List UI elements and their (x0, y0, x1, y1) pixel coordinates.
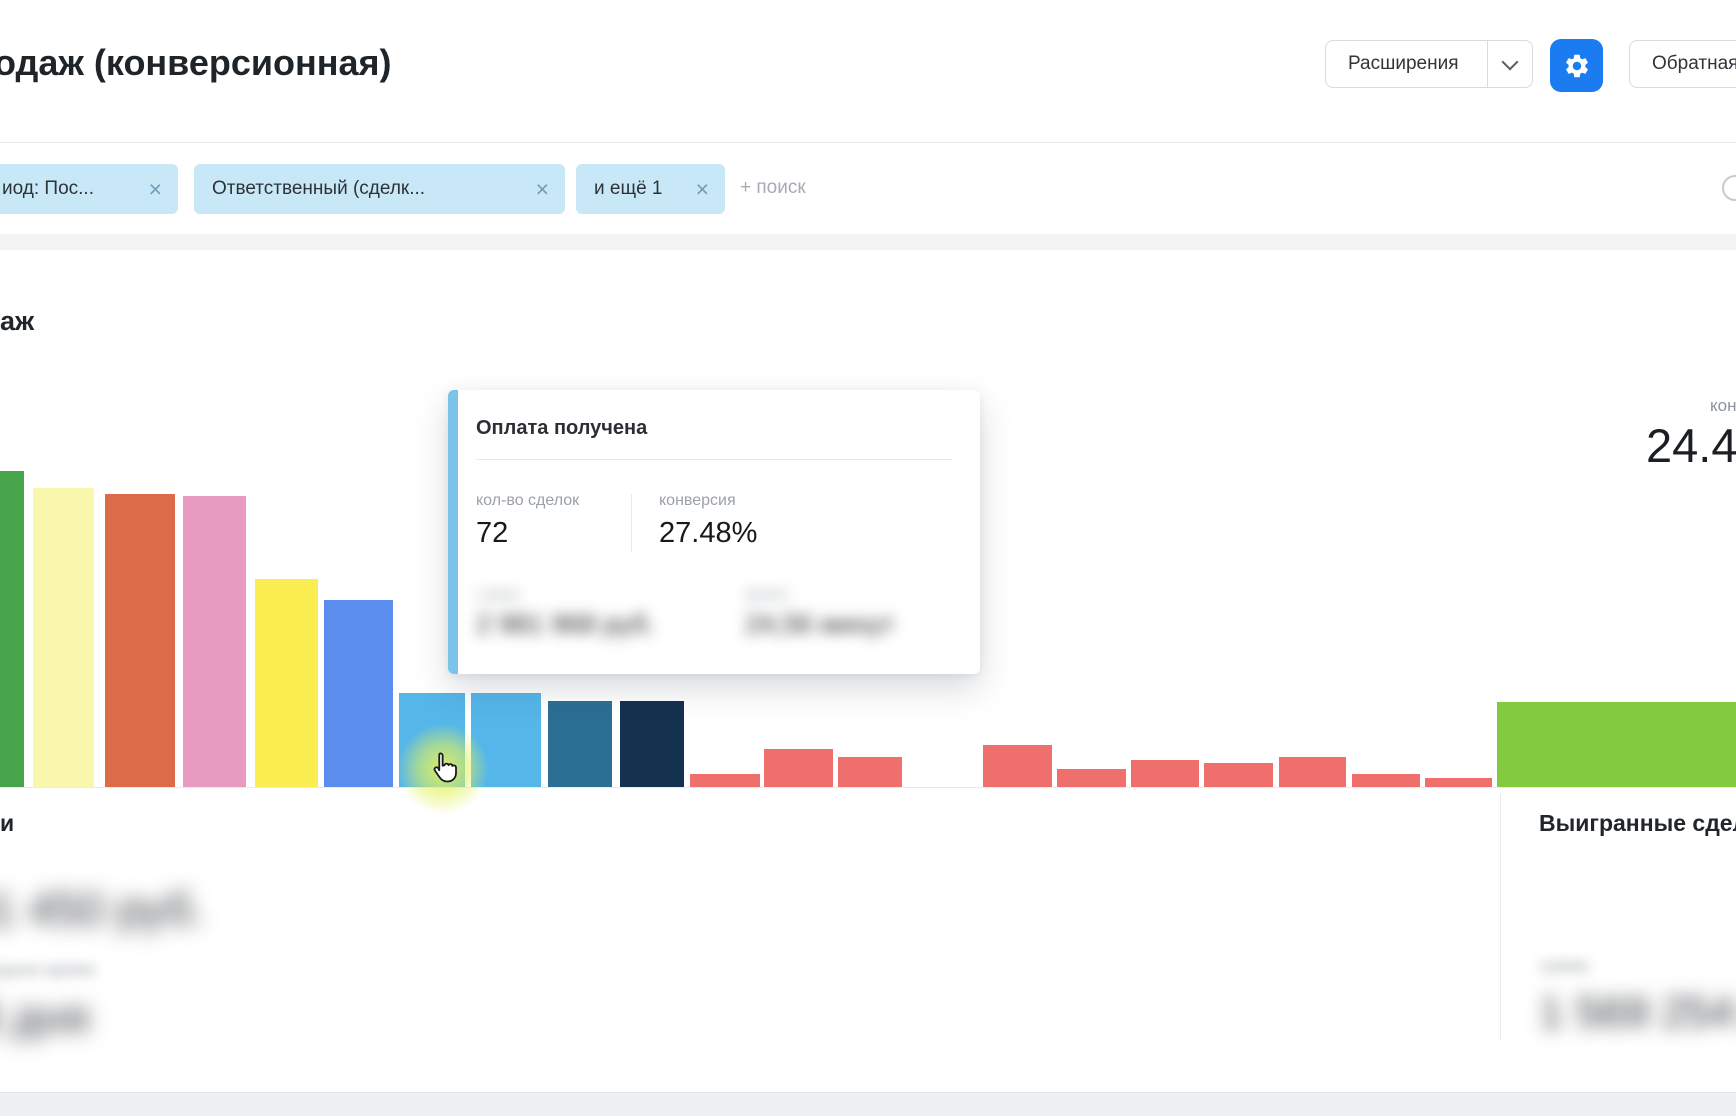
extensions-button[interactable]: Расширения (1325, 40, 1533, 88)
funnel-bar-20[interactable] (1497, 702, 1736, 787)
extensions-button-label: Расширения (1348, 53, 1459, 74)
funnel-bar-10[interactable] (690, 774, 760, 787)
tooltip-blurred-stat: сумма 2 981 968 руб. (476, 586, 655, 640)
tooltip-divider (476, 459, 952, 460)
funnel-bar-3[interactable] (183, 496, 246, 787)
chevron-down-icon (1501, 53, 1519, 70)
button-separator (1487, 41, 1488, 87)
summary-left-value-blurred: 2 381 450 руб. (0, 883, 206, 935)
funnel-bar-2[interactable] (105, 494, 175, 787)
summary-right-sublabel-blurred: сумма (1539, 956, 1589, 975)
summary-right-value-blurred: 1 569 254 руб. (1539, 988, 1736, 1037)
page-footer (0, 1092, 1736, 1116)
funnel-bar-16[interactable] (1204, 763, 1273, 787)
tooltip-blurred-label: сумма (476, 586, 520, 603)
filter-chip-label: иод: Пос... (2, 178, 94, 199)
page-title: одаж (конверсионная) (0, 42, 392, 83)
tooltip-stat-label: конверсия (659, 492, 736, 509)
funnel-bar-11[interactable] (764, 749, 833, 787)
page-header: одаж (конверсионная) Расширения Обратная… (0, 0, 1736, 142)
widget-title: аж (0, 306, 35, 336)
funnel-bar-18[interactable] (1352, 774, 1420, 787)
summary-left-title: и (0, 810, 15, 836)
remove-filter-icon[interactable]: × (535, 175, 549, 202)
filter-chip-label: Ответственный (сделк... (212, 178, 426, 199)
remove-filter-icon[interactable]: × (148, 175, 162, 202)
funnel-bar-4[interactable] (255, 579, 318, 787)
summary-right-title: Выигранные сделки (1539, 810, 1736, 836)
chart-baseline (0, 787, 1736, 788)
funnel-bar-0[interactable] (0, 471, 24, 787)
tooltip-accent-bar (448, 390, 458, 674)
filter-chip-more[interactable]: и ещё 1 × (576, 164, 725, 214)
funnel-bar-12[interactable] (838, 757, 902, 787)
tooltip-stat-label: кол-во сделок (476, 492, 580, 509)
settings-button[interactable] (1550, 39, 1603, 92)
stage-tooltip: Оплата получена кол-во сделок 72 конверс… (448, 390, 980, 674)
tooltip-blurred-label: время (745, 586, 789, 603)
section-divider (0, 234, 1736, 250)
filter-bar: иод: Пос... × Ответственный (сделк... × … (0, 142, 1736, 235)
filter-chip-responsible[interactable]: Ответственный (сделк... × (194, 164, 565, 214)
tooltip-column-divider (631, 494, 632, 552)
mouse-cursor-icon (428, 748, 464, 788)
filter-chip-period[interactable]: иод: Пос... × (0, 164, 178, 214)
summary-left-value2-blurred: 12,8 дня (0, 991, 90, 1043)
funnel-bar-19[interactable] (1425, 778, 1492, 787)
funnel-bar-9[interactable] (620, 701, 684, 787)
tooltip-blurred-value: 24,56 минут (745, 609, 895, 639)
conversion-corner-label: кон (1710, 396, 1736, 415)
tooltip-stat-conversion: конверсия 27.48% (659, 492, 757, 550)
funnel-bar-8[interactable] (548, 701, 612, 787)
tooltip-stat-deals: кол-во сделок 72 (476, 492, 579, 550)
funnel-bar-14[interactable] (1057, 769, 1126, 787)
search-icon[interactable] (1722, 175, 1736, 201)
filter-search-input[interactable]: + поиск (740, 177, 806, 198)
extensions-dropdown-toggle[interactable] (1488, 53, 1532, 70)
tooltip-blurred-value: 2 981 968 руб. (476, 609, 656, 639)
funnel-bar-13[interactable] (983, 745, 1052, 787)
feedback-button[interactable]: Обратная связь (1629, 40, 1736, 88)
funnel-chart (0, 250, 1736, 787)
gear-icon (1563, 52, 1591, 80)
tooltip-stage-name: Оплата получена (476, 417, 648, 439)
summary-divider (1500, 794, 1501, 1040)
summary-left-sublabel-blurred: среднее время (0, 960, 95, 979)
funnel-bar-17[interactable] (1279, 757, 1346, 787)
filter-chip-label: и ещё 1 (594, 178, 663, 199)
conversion-corner-value: 24.4 (1646, 419, 1736, 472)
remove-filter-icon[interactable]: × (695, 175, 709, 202)
funnel-bar-15[interactable] (1131, 760, 1199, 787)
tooltip-stat-value: 27.48% (659, 517, 758, 549)
funnel-bar-5[interactable] (324, 600, 393, 787)
tooltip-stat-value: 72 (476, 517, 509, 549)
funnel-bar-1[interactable] (33, 488, 94, 787)
tooltip-blurred-stat: время 24,56 минут (745, 586, 895, 640)
